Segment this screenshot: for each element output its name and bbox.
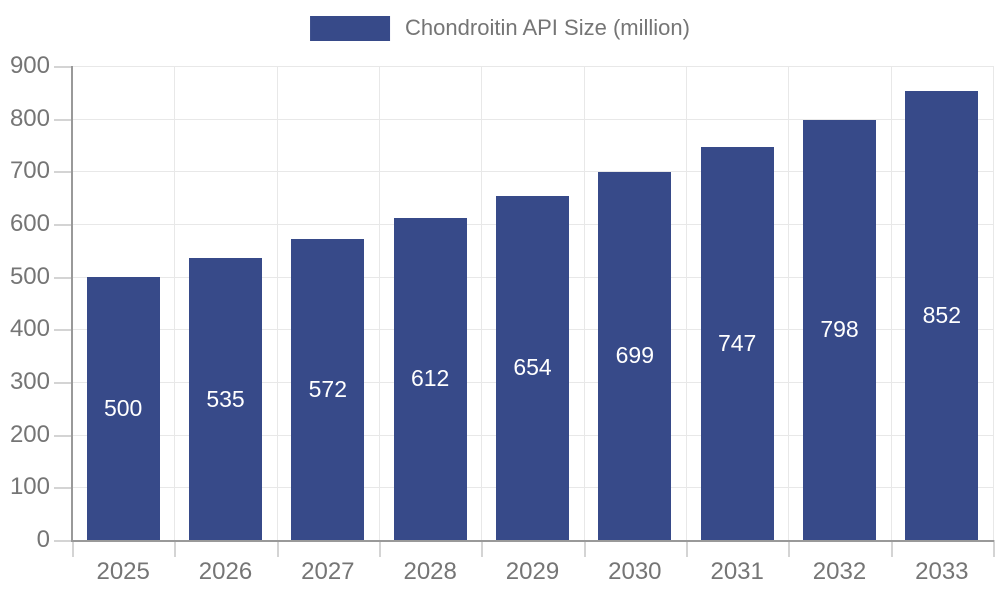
y-axis-label: 400 (9, 315, 50, 343)
y-axis-tick (54, 224, 72, 226)
legend-label: Chondroitin API Size (million) (405, 15, 690, 40)
x-axis-label: 2032 (812, 558, 867, 585)
bar-2030: 699 (598, 171, 672, 540)
x-axis-label: 2027 (301, 558, 355, 585)
y-axis-tick (54, 487, 72, 490)
v-gridline (993, 66, 994, 540)
h-gridline (72, 118, 993, 120)
v-gridline (686, 66, 687, 540)
y-axis-tick (54, 276, 72, 279)
y-axis-tick (54, 382, 72, 384)
v-gridline (481, 66, 483, 540)
y-axis-label: 100 (9, 473, 50, 501)
x-axis-tick (686, 540, 688, 557)
x-axis-tick (583, 540, 586, 557)
x-axis-label: 2033 (915, 558, 969, 585)
x-axis-line (71, 540, 994, 542)
y-axis-label: 700 (9, 157, 50, 185)
x-axis-label: 2030 (608, 558, 662, 585)
h-gridline (72, 66, 993, 67)
y-axis-tick (54, 434, 72, 437)
bar-value-label: 747 (717, 329, 757, 356)
x-axis-tick (788, 540, 791, 557)
y-axis-tick (54, 118, 72, 121)
bar-value-label: 654 (513, 354, 552, 381)
y-axis-label: 300 (9, 368, 50, 395)
y-axis-label: 600 (9, 210, 50, 237)
bar-2029: 654 (496, 195, 569, 540)
x-axis-label: 2028 (403, 558, 457, 585)
y-axis-tick (54, 66, 72, 68)
v-gridline (379, 66, 380, 540)
bar-value-label: 852 (922, 302, 962, 329)
x-axis-tick (890, 540, 893, 557)
bar-value-label: 535 (206, 385, 245, 412)
x-axis-tick (174, 540, 177, 557)
bar-value-label: 798 (820, 316, 859, 343)
bar-2025: 500 (86, 276, 160, 540)
v-gridline (583, 66, 585, 540)
h-gridline (72, 171, 993, 173)
y-axis-tick (54, 329, 72, 332)
x-axis-tick (993, 540, 995, 557)
x-axis-tick (379, 540, 381, 557)
y-axis-label: 500 (9, 262, 50, 290)
legend-swatch (310, 15, 391, 41)
bar-2033: 852 (905, 91, 979, 540)
y-axis-label: 200 (9, 420, 50, 448)
bar-2027: 572 (291, 238, 365, 540)
bar-2031: 747 (700, 146, 774, 540)
bar-value-label: 699 (615, 342, 655, 369)
x-axis-label: 2029 (505, 558, 560, 585)
x-axis-tick (72, 540, 74, 557)
v-gridline (174, 66, 176, 540)
bar-value-label: 612 (410, 365, 450, 392)
bar-value-label: 572 (308, 375, 348, 402)
y-axis-label: 900 (9, 52, 50, 79)
y-axis-label: 0 (36, 526, 50, 553)
bar-2032: 798 (803, 119, 876, 540)
bar-2026: 535 (189, 258, 262, 540)
legend-item[interactable]: Chondroitin API Size (million) (310, 15, 690, 41)
x-axis-tick (276, 540, 279, 557)
y-axis-tick (54, 171, 72, 174)
x-axis-tick (481, 540, 484, 557)
v-gridline (890, 66, 892, 540)
v-gridline (276, 66, 278, 540)
y-axis-tick (54, 540, 72, 542)
x-axis-label: 2031 (710, 558, 764, 585)
y-axis-line (71, 66, 73, 542)
x-axis-label: 2026 (198, 558, 253, 585)
bar-2028: 612 (393, 217, 467, 540)
v-gridline (788, 66, 790, 540)
x-axis-label: 2025 (96, 558, 150, 585)
bar-value-label: 500 (103, 394, 143, 421)
y-axis-label: 800 (9, 104, 50, 132)
